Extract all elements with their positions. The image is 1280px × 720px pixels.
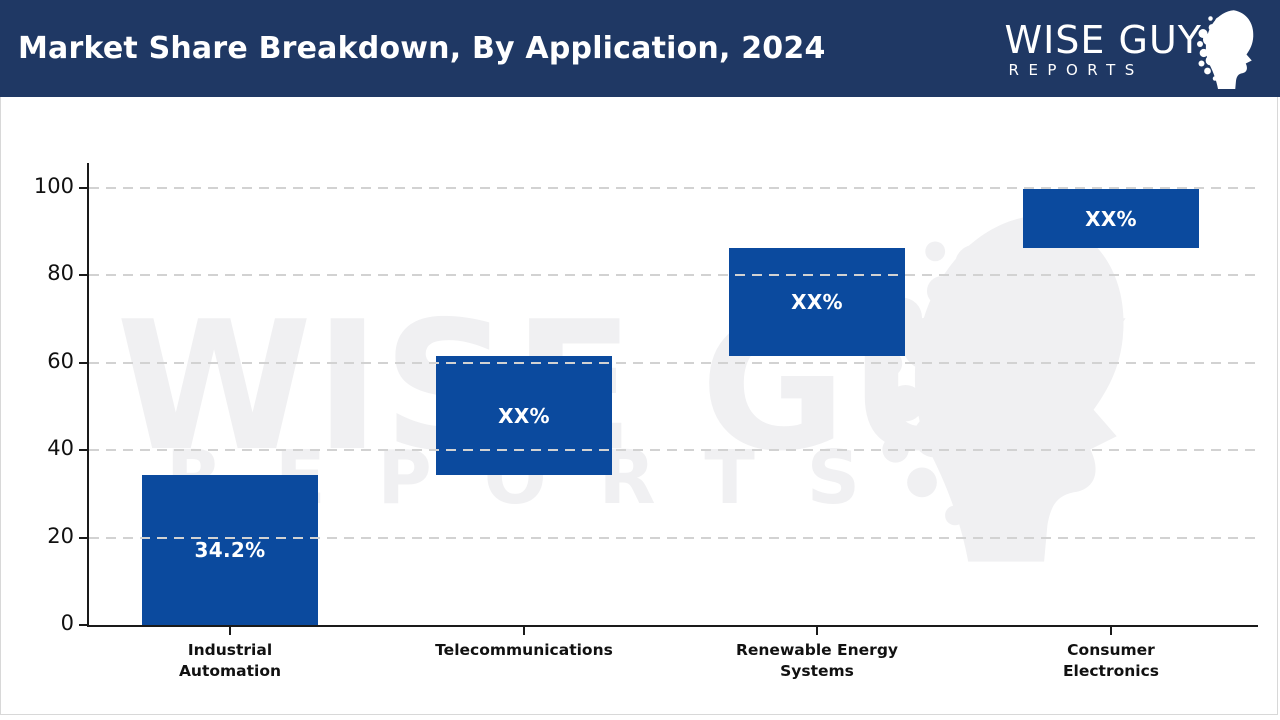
logo-wiseguy-text: WISE GUY xyxy=(1004,17,1202,62)
bar-2: XX% xyxy=(436,356,612,476)
bar-4: XX% xyxy=(1023,189,1199,249)
x-tick-mark xyxy=(1110,627,1112,635)
y-tick-mark xyxy=(79,449,87,451)
y-axis-spine xyxy=(87,163,89,626)
bar-3: XX% xyxy=(729,248,905,357)
x-category-label: Renewable Energy Systems xyxy=(735,641,899,680)
bar-1: 34.2% xyxy=(142,475,318,625)
logo-head-icon xyxy=(1197,10,1254,89)
bar-value-label: 34.2% xyxy=(194,538,266,563)
logo-reports-text: REPORTS xyxy=(1008,61,1144,80)
bar-value-label: XX% xyxy=(498,403,550,428)
y-tick-mark xyxy=(79,274,87,276)
gridline-100 xyxy=(89,186,1258,189)
y-tick-mark xyxy=(79,186,87,189)
page-title: Market Share Breakdown, By Application, … xyxy=(18,31,826,66)
x-tick-mark xyxy=(816,627,818,635)
x-category-label: Consumer Electronics xyxy=(1062,641,1160,680)
gridline-60 xyxy=(89,361,1258,364)
y-tick-mark xyxy=(79,361,87,364)
y-tick-mark xyxy=(79,624,87,626)
x-axis-spine xyxy=(87,625,1258,627)
y-tick-label: 100 xyxy=(33,173,74,198)
y-tick-label: 80 xyxy=(47,261,74,285)
bar-value-label: XX% xyxy=(791,290,843,315)
x-tick-mark xyxy=(523,627,525,635)
wise-guy-reports-logo: WISE GUY REPORTS xyxy=(1005,6,1272,94)
gridline-40 xyxy=(89,449,1258,451)
x-category-label: Industrial Automation xyxy=(178,641,282,680)
y-tick-label: 60 xyxy=(47,348,74,373)
gridline-80 xyxy=(89,274,1258,276)
header-bar: Market Share Breakdown, By Application, … xyxy=(0,0,1280,97)
y-tick-label: 40 xyxy=(47,436,74,460)
gridline-20 xyxy=(89,536,1258,539)
y-tick-mark xyxy=(79,536,87,539)
y-tick-label: 0 xyxy=(60,611,74,635)
y-tick-label: 20 xyxy=(47,523,74,548)
bar-value-label: XX% xyxy=(1085,206,1137,231)
x-category-label: Telecommunications xyxy=(435,641,613,659)
x-tick-mark xyxy=(229,627,231,635)
